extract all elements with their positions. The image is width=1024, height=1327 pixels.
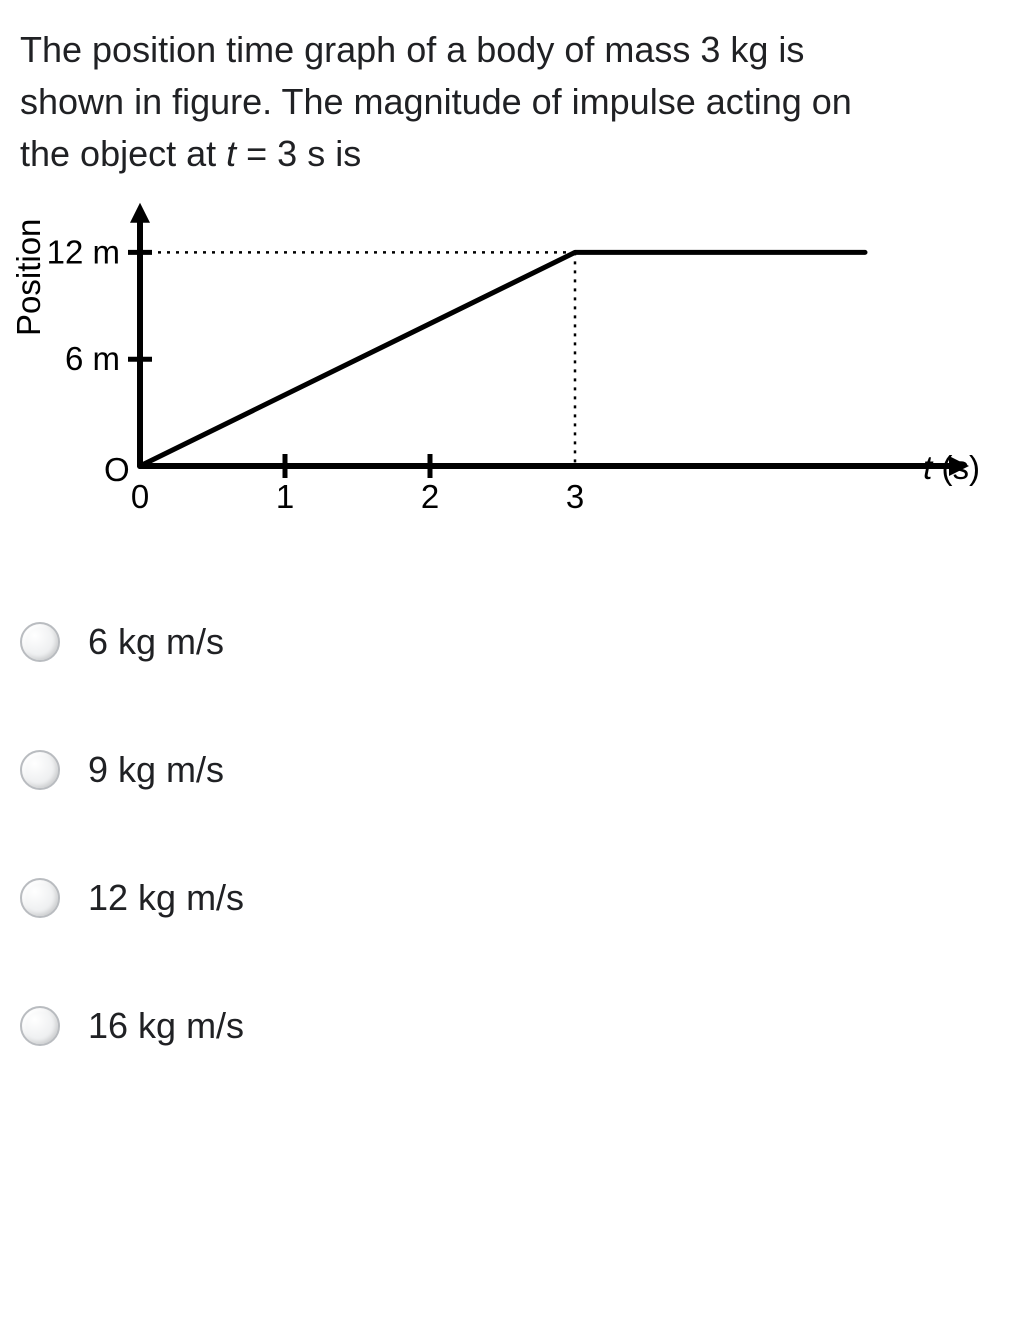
position-time-graph: Position O t (s) 6 m12 m0123 [20,191,980,561]
svg-text:3: 3 [566,478,584,515]
svg-text:1: 1 [276,478,294,515]
question-line3-var: t [226,133,236,174]
radio-button[interactable] [20,878,60,918]
option-label: 9 kg m/s [88,749,224,791]
question-line1: The position time graph of a body of mas… [20,29,804,70]
option-label: 6 kg m/s [88,621,224,663]
svg-text:0: 0 [131,478,149,515]
svg-text:6 m: 6 m [65,340,120,377]
svg-text:2: 2 [421,478,439,515]
question-text: The position time graph of a body of mas… [20,24,1004,181]
option-label: 12 kg m/s [88,877,244,919]
answer-options: 6 kg m/s 9 kg m/s 12 kg m/s 16 kg m/s [20,621,1004,1047]
option-b[interactable]: 9 kg m/s [20,749,1004,791]
radio-button[interactable] [20,750,60,790]
question-line3-suffix: = 3 s is [236,133,361,174]
svg-text:12 m: 12 m [47,233,120,270]
radio-button[interactable] [20,622,60,662]
option-a[interactable]: 6 kg m/s [20,621,1004,663]
question-line2: shown in figure. The magnitude of impuls… [20,81,852,122]
option-c[interactable]: 12 kg m/s [20,877,1004,919]
radio-button[interactable] [20,1006,60,1046]
question-line3-prefix: the object at [20,133,226,174]
option-label: 16 kg m/s [88,1005,244,1047]
option-d[interactable]: 16 kg m/s [20,1005,1004,1047]
graph-svg: 6 m 12 m 0 1 2 3 [20,191,980,561]
